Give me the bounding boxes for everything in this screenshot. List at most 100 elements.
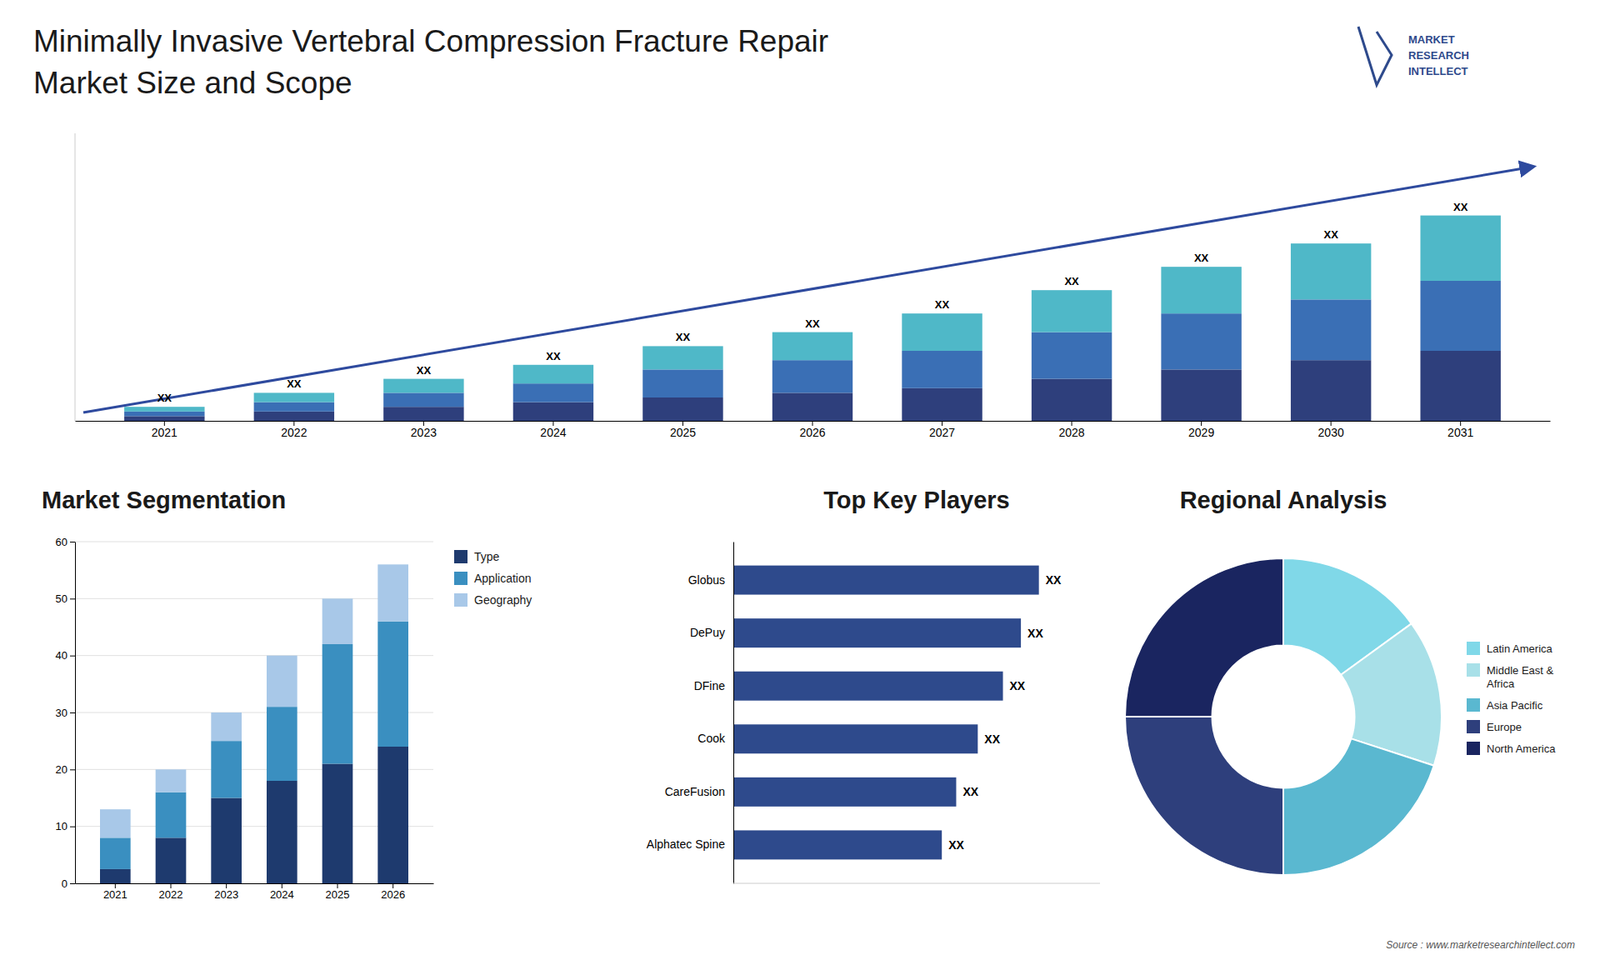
data-label: XX: [286, 377, 302, 390]
tick: 2023: [214, 883, 239, 901]
tick-label: Cook: [697, 731, 726, 745]
chart-title: Minimally Invasive Vertebral Compression…: [33, 24, 829, 59]
data-label: XX: [1194, 251, 1210, 265]
bar: [254, 411, 335, 421]
tick: 2025: [325, 883, 350, 901]
slice: [1125, 558, 1284, 717]
tick-label: 2023: [214, 888, 239, 901]
slice: [1283, 738, 1435, 875]
text-line: MARKET: [1408, 33, 1455, 46]
tick-label: 2027: [929, 425, 955, 440]
tick-mark: [70, 769, 75, 770]
tick-mark: [281, 883, 283, 889]
tick: 2021: [151, 420, 178, 440]
plot-area: [733, 565, 1040, 860]
tick: 2025: [670, 420, 696, 440]
pie: [1125, 558, 1442, 875]
tick-label: 2024: [270, 888, 295, 901]
bar: [322, 644, 354, 765]
legend-label: Middle East &Africa: [1486, 664, 1555, 690]
data-label: XX: [416, 364, 432, 377]
bar: [1290, 360, 1371, 421]
bar: [772, 360, 853, 393]
bar: [733, 724, 978, 754]
tick-mark: [70, 541, 75, 543]
tick-label: 2022: [159, 888, 184, 901]
bar: [210, 798, 242, 885]
legend-swatch: [454, 550, 468, 564]
text-line: Middle East &: [1486, 664, 1555, 677]
plot-area: [124, 215, 1501, 421]
bar: [1031, 379, 1112, 421]
tick-mark: [225, 883, 227, 889]
tick-label: 2031: [1447, 425, 1474, 440]
bar: [1160, 369, 1241, 421]
chart-title: Market Segmentation: [41, 486, 286, 514]
text-line: North America: [1486, 742, 1556, 755]
plot-area: [100, 564, 409, 884]
tick-mark: [70, 655, 75, 657]
legend-swatch: [1466, 641, 1480, 655]
tick-label: 0: [61, 877, 68, 890]
bar: [642, 369, 723, 398]
bar: [377, 746, 409, 884]
chart-root: Minimally Invasive Vertebral Compression…: [0, 0, 1600, 955]
bar: [266, 780, 298, 884]
bar: [377, 621, 409, 747]
tick-label: 2021: [151, 425, 178, 440]
tick-label: CareFusion: [665, 785, 725, 799]
bar: [266, 655, 298, 708]
bar: [642, 345, 723, 370]
slice: [1125, 716, 1284, 875]
text-line: Latin America: [1486, 642, 1554, 655]
bar-series: [124, 215, 1501, 412]
tick: 2030: [1318, 420, 1345, 440]
x-axis: 202120222023202420252026: [75, 883, 435, 901]
bar: [100, 869, 131, 884]
y-axis: 0102030405060: [55, 535, 76, 890]
legend-label: North America: [1486, 742, 1556, 755]
legend-swatch: [454, 593, 468, 607]
bar: [513, 383, 594, 402]
legend-label: Latin America: [1486, 642, 1554, 655]
axis-domain: [75, 883, 435, 885]
data-labels: XXXXXXXXXXXX: [948, 573, 1062, 852]
legend-item: Application: [454, 571, 532, 585]
legend-item: Asia Pacific: [1466, 698, 1544, 712]
bar: [1420, 280, 1500, 351]
bar: [901, 350, 982, 389]
tick-label: Alphatec Spine: [646, 837, 725, 851]
bar: [1420, 350, 1500, 421]
tick-mark: [70, 598, 75, 600]
legend-item: Type: [454, 550, 500, 564]
tick-label: 40: [55, 649, 68, 662]
text-line: Africa: [1486, 677, 1515, 690]
logo-mark: [1358, 26, 1392, 85]
bar: [210, 740, 242, 798]
chart-title: Regional Analysis: [1180, 486, 1388, 514]
bar: [124, 411, 205, 417]
bar-series: [100, 746, 409, 884]
bar: [901, 388, 982, 421]
bar: [733, 565, 1040, 595]
bar: [100, 809, 131, 838]
bar: [254, 402, 335, 412]
tick: 2031: [1447, 420, 1474, 440]
tick-label: 2025: [325, 888, 350, 901]
bar: [377, 564, 409, 621]
data-label: XX: [1323, 228, 1339, 241]
bar: [266, 706, 298, 781]
legend-swatch: [1466, 663, 1480, 677]
tick-label: 2026: [380, 888, 405, 901]
tick: 10: [55, 820, 75, 833]
data-label: XX: [984, 732, 1000, 746]
tick-label: 50: [55, 592, 68, 605]
bar: [1160, 313, 1241, 370]
legend-label: Asia Pacific: [1486, 699, 1544, 712]
tick-mark: [337, 883, 339, 889]
legend-item: North America: [1466, 741, 1556, 755]
data-label: XX: [675, 330, 691, 344]
bar: [155, 792, 187, 839]
bar: [733, 671, 1004, 701]
grid-line: [75, 541, 434, 543]
